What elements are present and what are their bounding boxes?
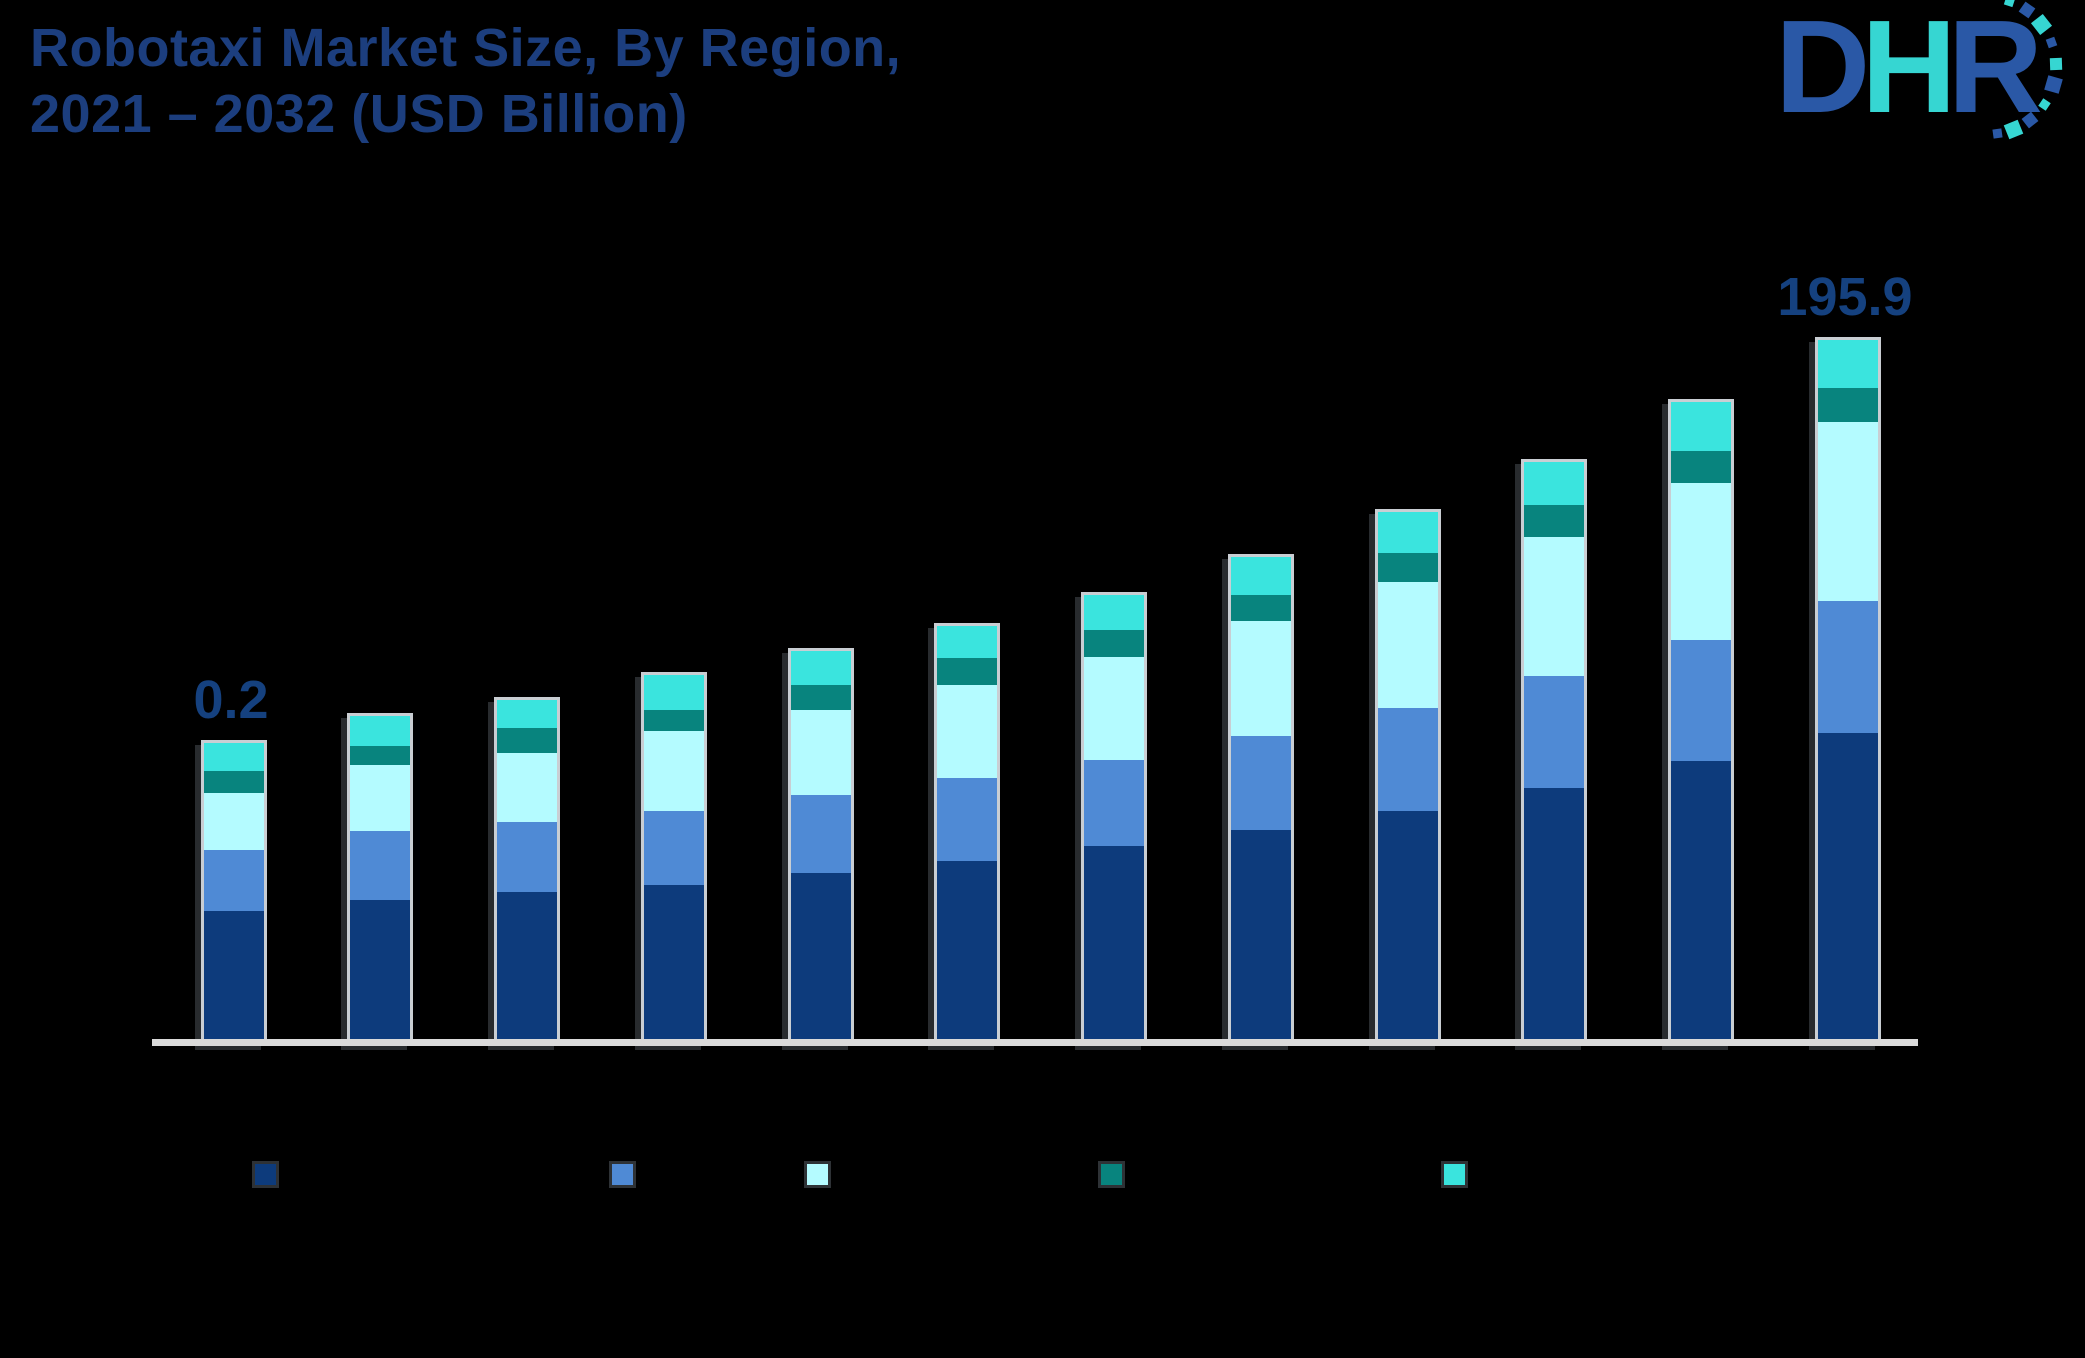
legend-swatch-pale-cyan [804,1161,831,1188]
bar-2025 [788,648,854,1045]
bar-2030-region-segment-teal [1524,505,1584,537]
chart-title-line-1: Robotaxi Market Size, By Region, [30,18,902,78]
bar-value-label-last: 195.9 [1777,267,1913,327]
bar-2021-region-segment-medium-blue [204,850,264,911]
bar-2030-region-segment-medium-blue [1524,676,1584,788]
bar-2023 [494,697,560,1045]
legend-swatch-medium-blue [609,1161,636,1188]
bar-2022-region-segment-medium-blue [350,831,410,900]
x-axis-line [152,1039,1918,1046]
bar-2023-region-segment-pale-cyan [497,753,557,822]
bar-2030-region-segment-pale-cyan [1524,537,1584,676]
bar-2022 [347,713,413,1045]
bar-2030-region-segment-turquoise [1524,462,1584,505]
bar-2030-region-segment-dark-navy [1524,788,1584,1045]
legend-swatch-teal [1098,1161,1125,1188]
bar-2032-region-segment-medium-blue [1818,601,1878,733]
bar-2024-region-segment-dark-navy [644,885,704,1045]
bar-2027-region-segment-turquoise [1084,595,1144,630]
chart-title-line-2: 2021 – 2032 (USD Billion) [30,83,688,144]
bar-2028-region-segment-turquoise [1231,557,1291,595]
bar-2027-region-segment-pale-cyan [1084,657,1144,760]
bar-2024 [641,672,707,1045]
bar-2032-region-segment-teal [1818,388,1878,422]
bar-2029-region-segment-pale-cyan [1378,582,1438,708]
bar-2028-region-segment-teal [1231,595,1291,621]
bar-2029-region-segment-turquoise [1378,512,1438,553]
logo-letter-d: D [1775,0,1870,140]
bar-2024-region-segment-medium-blue [644,811,704,885]
bar-2031 [1668,399,1734,1045]
bar-2022-region-segment-dark-navy [350,900,410,1045]
bar-2022-region-segment-turquoise [350,716,410,746]
legend-swatch-dark-navy [252,1161,279,1188]
logo-letter-r: R [1947,0,2043,140]
bar-2028-region-segment-dark-navy [1231,830,1291,1045]
bar-2021-region-segment-pale-cyan [204,793,264,850]
bar-2021-region-segment-dark-navy [204,911,264,1045]
bar-2032-region-segment-dark-navy [1818,733,1878,1045]
bar-2032 [1815,337,1881,1045]
bar-value-label-first: 0.2 [193,670,269,730]
bar-2021-region-segment-turquoise [204,743,264,771]
bar-2022-region-segment-teal [350,746,410,765]
bar-2029-region-segment-medium-blue [1378,708,1438,811]
bar-2024-region-segment-pale-cyan [644,731,704,811]
bar-2031-region-segment-turquoise [1671,402,1731,451]
bar-2026 [934,623,1000,1045]
bar-2027-region-segment-teal [1084,630,1144,657]
bar-2028-region-segment-medium-blue [1231,736,1291,830]
bar-2021 [201,740,267,1045]
bar-2026-region-segment-turquoise [937,626,997,658]
bar-2026-region-segment-dark-navy [937,861,997,1045]
bar-2023-region-segment-teal [497,728,557,753]
bar-2031-region-segment-teal [1671,451,1731,483]
bar-2027 [1081,592,1147,1045]
dhr-logo: DHR [1775,0,2075,140]
bar-2023-region-segment-dark-navy [497,892,557,1045]
bar-2029-region-segment-teal [1378,553,1438,582]
bar-2024-region-segment-turquoise [644,675,704,710]
bar-2023-region-segment-medium-blue [497,822,557,892]
bar-2031-region-segment-pale-cyan [1671,483,1731,640]
logo-letter-h: H [1861,0,1956,140]
bar-2023-region-segment-turquoise [497,700,557,728]
bar-2025-region-segment-dark-navy [791,873,851,1045]
bar-2027-region-segment-medium-blue [1084,760,1144,846]
bar-2032-region-segment-pale-cyan [1818,422,1878,601]
legend-swatch-turquoise [1441,1161,1468,1188]
bar-2022-region-segment-pale-cyan [350,765,410,831]
bar-2025-region-segment-teal [791,685,851,710]
bar-2029-region-segment-dark-navy [1378,811,1438,1045]
bar-2031-region-segment-medium-blue [1671,640,1731,761]
bar-2025-region-segment-medium-blue [791,795,851,873]
bar-2026-region-segment-pale-cyan [937,685,997,778]
bar-2026-region-segment-medium-blue [937,778,997,861]
bar-2029 [1375,509,1441,1045]
bar-2025-region-segment-pale-cyan [791,710,851,795]
bar-2032-region-segment-turquoise [1818,340,1878,388]
bar-2028 [1228,554,1294,1045]
bar-2024-region-segment-teal [644,710,704,731]
dhr-logo-letters: DHR [1775,1,2043,133]
bar-2021-region-segment-teal [204,771,264,793]
bar-2031-region-segment-dark-navy [1671,761,1731,1045]
chart-title: Robotaxi Market Size, By Region, 2021 – … [30,16,901,148]
bar-2030 [1521,459,1587,1045]
bar-2025-region-segment-turquoise [791,651,851,685]
bar-2028-region-segment-pale-cyan [1231,621,1291,736]
bar-2027-region-segment-dark-navy [1084,846,1144,1045]
bar-2026-region-segment-teal [937,658,997,685]
